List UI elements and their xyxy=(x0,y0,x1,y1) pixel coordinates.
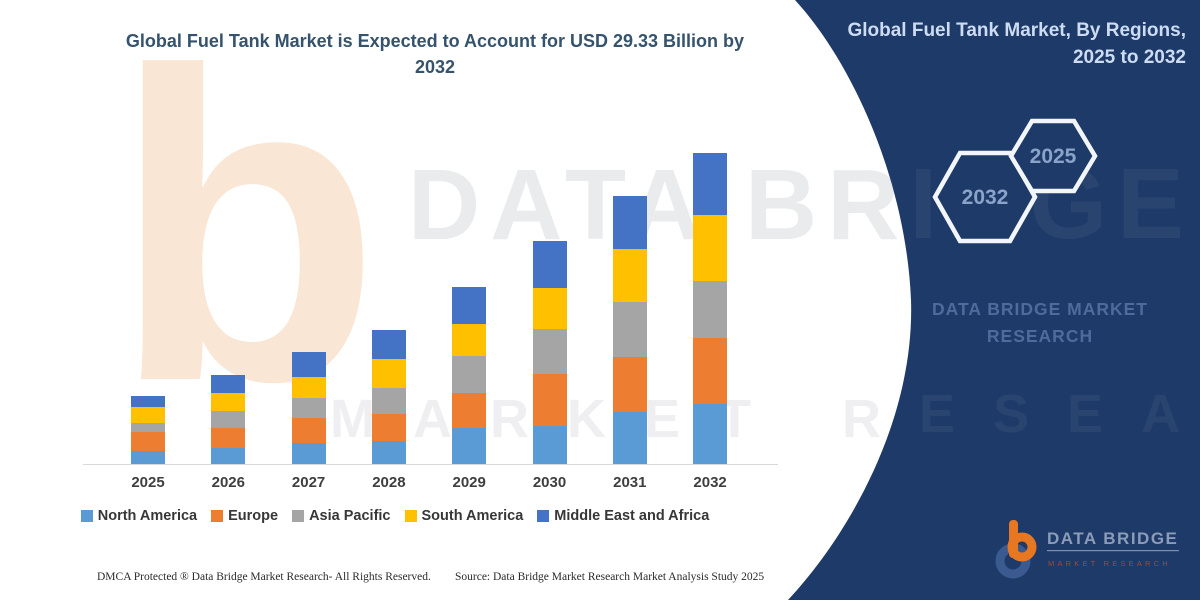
source-text: Source: Data Bridge Market Research Mark… xyxy=(455,571,765,583)
bar-segment xyxy=(612,412,647,464)
bar-segment xyxy=(371,440,406,464)
logo-underline xyxy=(1047,550,1179,552)
x-axis-label: 2030 xyxy=(532,474,567,491)
bar-segment xyxy=(291,398,326,419)
bar-segment xyxy=(532,373,567,426)
bar-segment xyxy=(452,355,487,393)
x-axis-label: 2029 xyxy=(452,474,486,491)
stacked-bar-2026 xyxy=(211,375,246,464)
copyright-text: DMCA Protected ® Data Bridge Market Rese… xyxy=(97,571,431,583)
stacked-bar-2028 xyxy=(371,330,406,464)
legend-item: Asia Pacific xyxy=(292,508,391,524)
bar-segment xyxy=(612,248,647,302)
legend-swatch-icon xyxy=(537,510,550,522)
chart-plot-area: 2025 2026 2027 2028 2029 2030 2031 2032 xyxy=(83,140,778,491)
chart-title-line2: 2032 xyxy=(414,57,456,78)
panel-brand-watermark: DATA BRIDGE MARKET RESEARCH xyxy=(925,296,1155,350)
legend-item: North America xyxy=(80,508,198,524)
legend-swatch-icon xyxy=(404,510,417,522)
x-axis-label: 2026 xyxy=(211,474,245,491)
legend-swatch-icon xyxy=(80,510,93,522)
hexagon-2032 xyxy=(932,150,1038,244)
bar-segment xyxy=(131,406,165,423)
x-axis-line xyxy=(83,464,778,465)
bar-segment xyxy=(291,418,326,443)
legend-swatch-icon xyxy=(211,510,224,522)
bar-segment xyxy=(693,404,728,464)
bar-segment xyxy=(131,396,165,407)
data-bridge-logo: DATA BRIDGE MARKET RESEARCH xyxy=(995,520,1179,579)
year-hexagons: 2032 2025 xyxy=(932,118,1098,244)
bar-segment xyxy=(371,387,406,415)
hexagon-2032-label: 2032 xyxy=(962,186,1009,209)
bar-segment xyxy=(693,153,728,216)
bar-segment xyxy=(371,359,406,388)
bar-segment xyxy=(452,427,487,464)
x-axis-label: 2027 xyxy=(291,474,326,491)
panel-brand-watermark-line2: RESEARCH xyxy=(986,326,1094,347)
bar-segment xyxy=(532,425,567,464)
legend-label: Europe xyxy=(228,508,279,524)
bar-segment xyxy=(532,241,567,289)
bar-segment xyxy=(211,427,246,449)
bar-segment xyxy=(211,375,246,394)
panel-brand-watermark-line1: DATA BRIDGE MARKET xyxy=(932,299,1148,319)
hexagon-2025-label: 2025 xyxy=(1030,145,1077,168)
legend-item: Europe xyxy=(211,508,278,524)
bar-segment xyxy=(693,338,728,405)
bar-segment xyxy=(211,393,246,412)
legend-label: Asia Pacific xyxy=(309,508,391,524)
legend-label: Middle East and Africa xyxy=(554,508,710,524)
logo-name-text: DATA BRIDGE xyxy=(1047,529,1178,548)
stacked-bar-2025 xyxy=(131,396,165,464)
x-axis-label: 2025 xyxy=(131,474,165,491)
bar-segment xyxy=(693,215,728,282)
bar-segment xyxy=(131,422,165,433)
chart-title: Global Fuel Tank Market is Expected to A… xyxy=(95,28,775,80)
bar-segment xyxy=(612,195,647,249)
logo-subtitle-text: MARKET RESEARCH xyxy=(1048,559,1171,568)
stacked-bar-2030 xyxy=(532,241,567,464)
panel-heading-line1: Global Fuel Tank Market, By Regions, xyxy=(847,20,1186,41)
bar-segment xyxy=(612,356,647,413)
bar-segment xyxy=(211,448,246,464)
bar-segment xyxy=(291,351,326,378)
bar-segment xyxy=(532,288,567,330)
panel-watermark-spaced-text: MARKET RESEARCH xyxy=(330,384,1200,444)
bar-segment xyxy=(371,330,406,360)
legend-label: North America xyxy=(97,508,198,524)
bar-segment xyxy=(452,393,487,428)
stacked-bar-2027 xyxy=(291,351,326,464)
stacked-bar-2031 xyxy=(612,195,647,464)
x-axis-label: 2032 xyxy=(693,474,727,491)
legend-item: Middle East and Africa xyxy=(537,508,709,524)
bar-segment xyxy=(371,414,406,441)
bar-segment xyxy=(693,281,728,339)
stacked-bar-2032 xyxy=(693,153,728,464)
bar-segment xyxy=(131,432,165,452)
x-axis-label: 2028 xyxy=(372,474,406,491)
legend-swatch-icon xyxy=(292,510,305,522)
bar-segment xyxy=(452,287,487,325)
bar-segment xyxy=(612,301,647,357)
bar-segment xyxy=(452,324,487,356)
hexagon-2025 xyxy=(1008,118,1098,194)
logo-b-bowl-icon xyxy=(1007,532,1037,562)
chart-title-line1: Global Fuel Tank Market is Expected to A… xyxy=(125,31,745,51)
panel-heading: Global Fuel Tank Market, By Regions, 202… xyxy=(816,18,1186,71)
bar-segment xyxy=(131,451,165,464)
stacked-bar-2029 xyxy=(452,287,487,464)
logo-b-watermark: b xyxy=(112,0,381,473)
bar-segment xyxy=(291,377,326,399)
bar-segment xyxy=(211,411,246,428)
panel-heading-line2: 2025 to 2032 xyxy=(1072,46,1186,68)
bar-segment xyxy=(532,329,567,374)
navy-panel-shape xyxy=(788,0,1200,600)
bar-segment xyxy=(291,442,326,464)
chart-legend: North America Europe Asia Pacific South Ame… xyxy=(0,508,790,524)
x-axis-label: 2031 xyxy=(613,474,647,491)
legend-label: South America xyxy=(421,508,524,524)
legend-item: South America xyxy=(404,508,524,524)
